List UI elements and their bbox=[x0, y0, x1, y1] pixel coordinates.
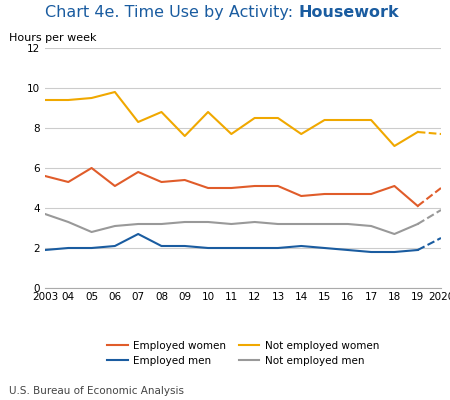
Text: Chart 4e. Time Use by Activity:: Chart 4e. Time Use by Activity: bbox=[45, 5, 298, 20]
Text: Hours per week: Hours per week bbox=[9, 33, 97, 43]
Text: Housework: Housework bbox=[298, 5, 399, 20]
Text: U.S. Bureau of Economic Analysis: U.S. Bureau of Economic Analysis bbox=[9, 386, 184, 396]
Legend: Employed women, Employed men, Not employed women, Not employed men: Employed women, Employed men, Not employ… bbox=[103, 336, 383, 370]
Text: Chart 4e. Time Use by Activity:: Chart 4e. Time Use by Activity: bbox=[45, 5, 298, 20]
